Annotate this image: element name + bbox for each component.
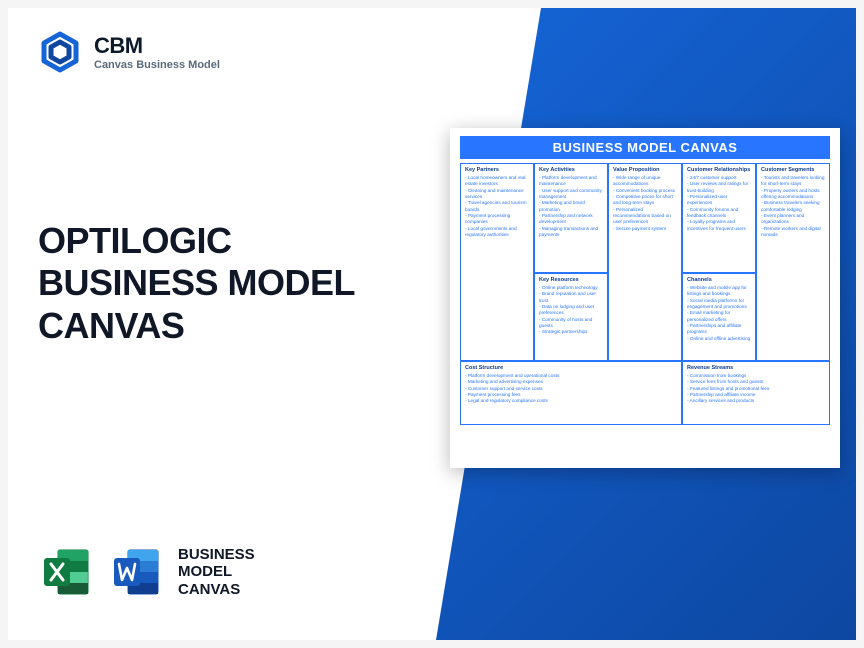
cell-key-activities: Key Activities Platform development and … [534, 163, 608, 273]
cell-customer-relationships: Customer Relationships 24/7 customer sup… [682, 163, 756, 273]
cost-items: Platform development and operational cos… [465, 373, 677, 405]
icons-label: BUSINESS MODEL CANVAS [178, 546, 255, 598]
cell-cost-structure: Cost Structure Platform development and … [460, 361, 682, 425]
rev-title: Revenue Streams [687, 365, 825, 371]
cell-key-partners: Key Partners Local homeowners and real e… [460, 163, 534, 361]
cell-channels: Channels Website and mobile app for list… [682, 273, 756, 361]
kr-title: Key Resources [539, 277, 603, 283]
cell-customer-segments: Customer Segments Tourists and travelers… [756, 163, 830, 361]
ch-items: Website and mobile app for listings and … [687, 285, 751, 342]
cost-title: Cost Structure [465, 365, 677, 371]
ch-title: Channels [687, 277, 751, 283]
icons-label-2: MODEL [178, 563, 255, 580]
kp-title: Key Partners [465, 167, 529, 173]
rev-items: Commission from bookingsService fees fro… [687, 373, 825, 405]
title-line-2: BUSINESS MODEL [38, 262, 355, 304]
canvas-card: BUSINESS MODEL CANVAS Key Partners Local… [450, 128, 840, 468]
vp-title: Value Proposition [613, 167, 677, 173]
icons-label-1: BUSINESS [178, 546, 255, 563]
excel-icon [38, 544, 94, 600]
title-line-1: OPTILOGIC [38, 220, 355, 262]
file-icons-row: BUSINESS MODEL CANVAS [38, 544, 255, 600]
canvas-header: BUSINESS MODEL CANVAS [460, 136, 830, 159]
page-title: OPTILOGIC BUSINESS MODEL CANVAS [38, 220, 355, 347]
logo-abbr: CBM [94, 33, 220, 59]
cs-title: Customer Segments [761, 167, 825, 173]
logo-subtitle: Canvas Business Model [94, 59, 220, 71]
cs-items: Tourists and travelers looking for short… [761, 175, 825, 238]
icons-label-3: CANVAS [178, 581, 255, 598]
cr-items: 24/7 customer supportUser reviews and ra… [687, 175, 751, 232]
vp-items: Wide range of unique accommodationsConve… [613, 175, 677, 232]
canvas-grid: Key Partners Local homeowners and real e… [460, 163, 830, 425]
word-icon [108, 544, 164, 600]
logo: CBM Canvas Business Model [38, 30, 220, 74]
kp-items: Local homeowners and real estate investo… [465, 175, 529, 238]
title-line-3: CANVAS [38, 305, 355, 347]
cell-value-proposition: Value Proposition Wide range of unique a… [608, 163, 682, 361]
logo-icon [38, 30, 82, 74]
kr-items: Online platform technologyBrand reputati… [539, 285, 603, 336]
cell-revenue-streams: Revenue Streams Commission from bookings… [682, 361, 830, 425]
ka-items: Platform development and maintenanceUser… [539, 175, 603, 238]
cell-key-resources: Key Resources Online platform technology… [534, 273, 608, 361]
ka-title: Key Activities [539, 167, 603, 173]
cr-title: Customer Relationships [687, 167, 751, 173]
